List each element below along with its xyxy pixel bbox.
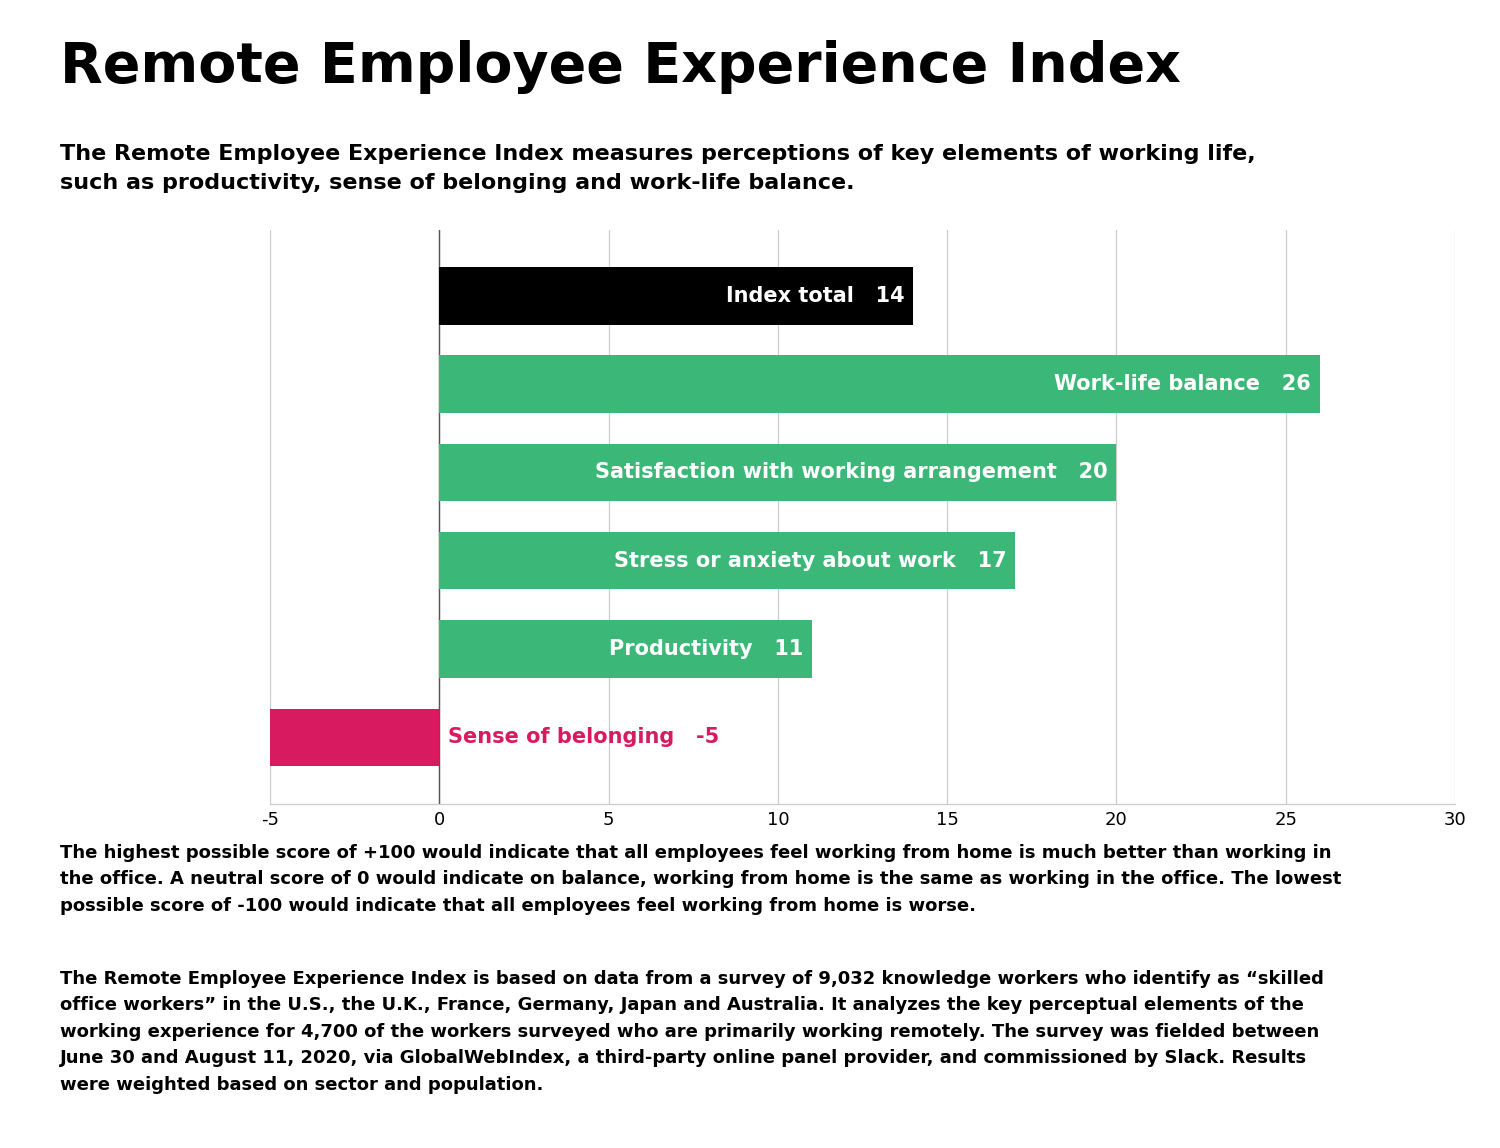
Text: The Remote Employee Experience Index is based on data from a survey of 9,032 kno: The Remote Employee Experience Index is … — [60, 970, 1324, 1094]
Bar — [440, 356, 1320, 413]
Text: The highest possible score of +100 would indicate that all employees feel workin: The highest possible score of +100 would… — [60, 844, 1341, 915]
Bar — [440, 532, 1016, 589]
Bar — [440, 444, 1116, 502]
Text: Satisfaction with working arrangement   20: Satisfaction with working arrangement 20 — [596, 463, 1108, 482]
Text: Remote Employee Experience Index: Remote Employee Experience Index — [60, 40, 1180, 94]
Text: Work-life balance   26: Work-life balance 26 — [1054, 374, 1311, 394]
Text: Sense of belonging   -5: Sense of belonging -5 — [447, 728, 718, 747]
Bar — [270, 708, 440, 766]
Text: Productivity   11: Productivity 11 — [609, 639, 804, 659]
Text: Index total   14: Index total 14 — [726, 286, 904, 305]
Bar — [440, 267, 914, 325]
Text: The Remote Employee Experience Index measures perceptions of key elements of wor: The Remote Employee Experience Index mea… — [60, 144, 1256, 193]
Text: Stress or anxiety about work   17: Stress or anxiety about work 17 — [614, 551, 1007, 571]
Bar — [440, 620, 812, 677]
